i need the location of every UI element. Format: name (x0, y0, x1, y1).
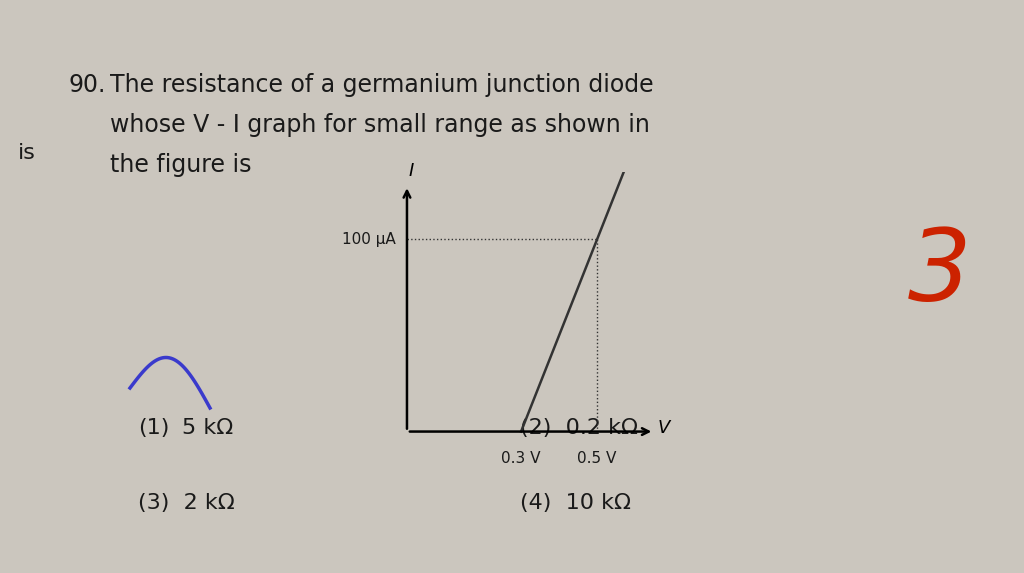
Text: (4)  10 kΩ: (4) 10 kΩ (520, 493, 631, 513)
Text: (1): (1) (138, 418, 169, 438)
Text: whose V - I graph for small range as shown in: whose V - I graph for small range as sho… (110, 113, 650, 137)
Text: 0.3 V: 0.3 V (502, 451, 541, 466)
Text: 3: 3 (908, 225, 972, 321)
Text: (2)  0.2 kΩ: (2) 0.2 kΩ (520, 418, 638, 438)
Text: The resistance of a germanium junction diode: The resistance of a germanium junction d… (110, 73, 653, 97)
Text: V: V (658, 419, 671, 437)
Text: is: is (18, 143, 36, 163)
Text: (3)  2 kΩ: (3) 2 kΩ (138, 493, 234, 513)
Text: the figure is: the figure is (110, 153, 252, 177)
Text: 5 kΩ: 5 kΩ (182, 418, 233, 438)
Text: I: I (409, 162, 414, 179)
Text: 100 μA: 100 μA (342, 231, 395, 247)
Text: 90.: 90. (68, 73, 105, 97)
Text: 0.5 V: 0.5 V (578, 451, 616, 466)
